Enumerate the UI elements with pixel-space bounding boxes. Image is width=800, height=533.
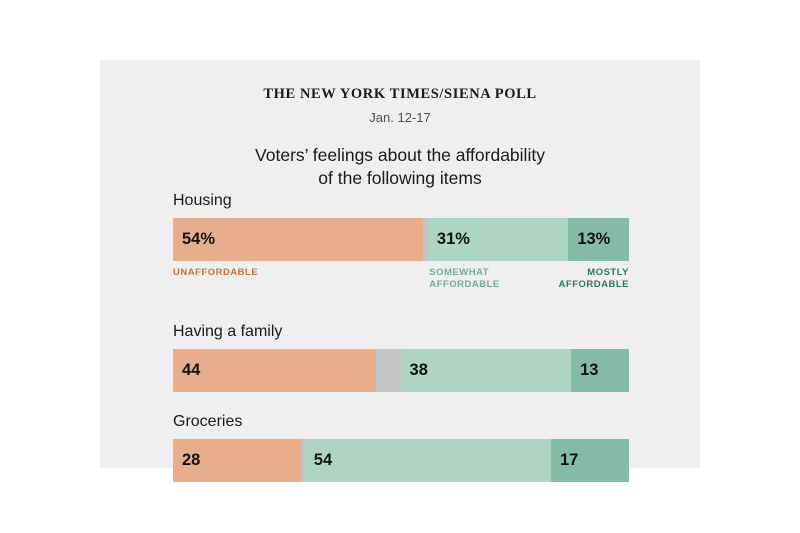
segment-value: 54%: [182, 230, 216, 248]
bar-group-label: Groceries: [173, 413, 243, 430]
segment-somewhat-affordable[interactable]: 38: [400, 349, 572, 392]
poll-chart-panel: THE NEW YORK TIMES/SIENA POLL Jan. 12-17…: [100, 60, 700, 482]
segment-value: 17: [560, 451, 579, 469]
segment-value: 13: [580, 361, 599, 379]
segment-unaffordable[interactable]: 28: [173, 439, 301, 482]
segment-unaffordable[interactable]: 44: [173, 349, 377, 392]
chart-title: Voters’ feelings about the affordability…: [100, 144, 700, 192]
stacked-bar: 44 38 13: [173, 349, 629, 392]
chart-legend: UNAFFORDABLE SOMEWHAT AFFORDABLE MOSTLY …: [173, 267, 629, 301]
legend-label: UNAFFORDABLE: [173, 267, 259, 278]
stacked-bar-chart: Housing 54% 31% 13% UNAFFORDABLE SOMEW: [173, 193, 629, 482]
legend-label-line-1: MOSTLY: [587, 267, 629, 278]
legend-item-unaffordable: UNAFFORDABLE: [173, 267, 258, 279]
poll-dateline: Jan. 12-17: [369, 109, 431, 125]
segment-value: 54: [313, 451, 333, 469]
stacked-bar: 54% 31% 13%: [173, 218, 629, 261]
bar-group-having-a-family: Having a family 44 38 13: [173, 324, 629, 392]
segment-somewhat-affordable[interactable]: 54: [304, 439, 551, 482]
bar-group-housing: Housing 54% 31% 13% UNAFFORDABLE SOMEW: [173, 193, 629, 301]
group-spacer: [173, 301, 629, 324]
bar-group-label: Housing: [173, 192, 232, 209]
group-spacer: [173, 392, 629, 414]
bar-group-groceries: Groceries 28 54 17: [173, 414, 629, 482]
segment-value: 31%: [436, 230, 470, 248]
legend-label-line-2: AFFORDABLE: [429, 278, 500, 290]
poll-source-kicker: THE NEW YORK TIMES/SIENA POLL: [263, 86, 537, 102]
segment-mostly-affordable[interactable]: 13: [571, 349, 629, 392]
bar-group-label: Having a family: [173, 323, 283, 340]
segment-mostly-affordable[interactable]: 13%: [568, 218, 629, 261]
segment-value: 13%: [577, 230, 611, 248]
segment-value: 44: [182, 361, 201, 379]
segment-mostly-affordable[interactable]: 17: [551, 439, 629, 482]
segment-neutral: [300, 439, 305, 482]
legend-label-line-2: AFFORDABLE: [558, 278, 629, 290]
segment-somewhat-affordable[interactable]: 31%: [427, 218, 569, 261]
segment-neutral: [376, 349, 401, 392]
chart-title-line-1: Voters’ feelings about the affordability: [255, 144, 545, 165]
segment-value: 38: [409, 361, 428, 379]
segment-neutral: [422, 218, 428, 261]
legend-label-line-1: SOMEWHAT: [429, 267, 490, 278]
chart-header: THE NEW YORK TIMES/SIENA POLL Jan. 12-17…: [100, 60, 700, 191]
legend-item-mostly-affordable: MOSTLY AFFORDABLE: [559, 267, 629, 291]
segment-unaffordable[interactable]: 54%: [173, 218, 423, 261]
segment-value: 28: [182, 451, 201, 469]
chart-title-line-2: of the following items: [318, 168, 482, 189]
legend-item-somewhat-affordable: SOMEWHAT AFFORDABLE: [429, 267, 499, 291]
stacked-bar: 28 54 17: [173, 439, 629, 482]
